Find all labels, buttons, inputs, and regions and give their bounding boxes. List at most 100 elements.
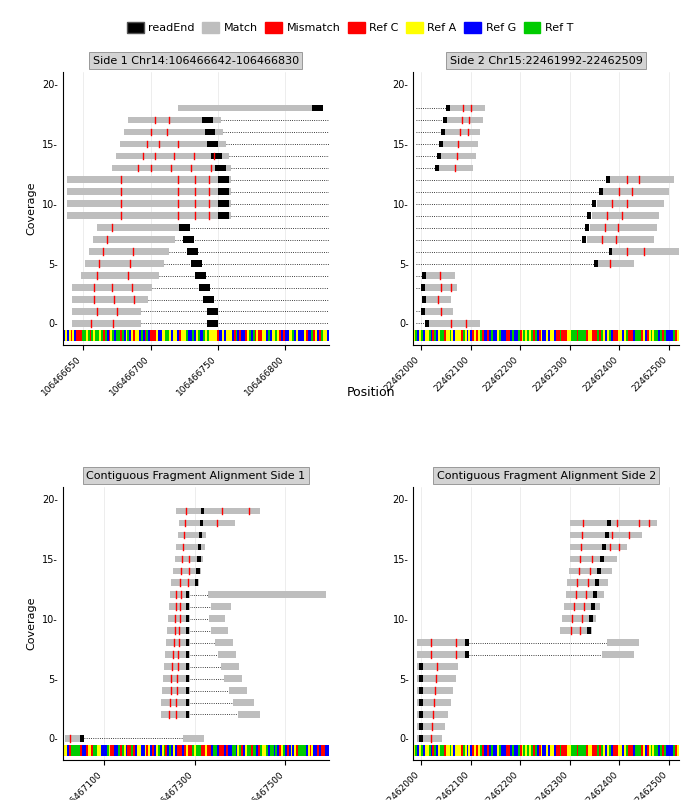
Bar: [602, 651, 634, 658]
Bar: [442, 745, 444, 756]
Bar: [238, 711, 260, 718]
Bar: [211, 627, 228, 634]
Bar: [499, 330, 500, 341]
Bar: [160, 711, 190, 718]
Bar: [203, 745, 205, 756]
Bar: [260, 745, 262, 756]
Bar: [74, 330, 76, 341]
Bar: [493, 330, 495, 341]
Bar: [656, 330, 658, 341]
Bar: [554, 745, 556, 756]
Bar: [309, 745, 312, 756]
Bar: [72, 296, 148, 303]
Bar: [588, 745, 590, 756]
Bar: [293, 330, 295, 341]
Bar: [601, 330, 603, 341]
Bar: [268, 330, 270, 341]
Bar: [597, 567, 601, 574]
Bar: [605, 330, 607, 341]
Bar: [241, 745, 243, 756]
Bar: [266, 745, 268, 756]
Bar: [76, 330, 78, 341]
Bar: [666, 330, 668, 341]
Bar: [436, 745, 438, 756]
Bar: [186, 603, 189, 610]
Bar: [618, 330, 620, 341]
Bar: [132, 330, 133, 341]
Bar: [145, 745, 146, 756]
Bar: [447, 330, 449, 341]
Bar: [124, 745, 125, 756]
Bar: [673, 330, 676, 341]
Bar: [152, 745, 154, 756]
Bar: [442, 141, 478, 147]
Bar: [505, 330, 506, 341]
Bar: [668, 745, 669, 756]
Bar: [197, 330, 199, 341]
Bar: [457, 745, 459, 756]
Bar: [69, 330, 71, 341]
Bar: [177, 745, 178, 756]
Bar: [158, 745, 160, 756]
Bar: [135, 745, 137, 756]
Bar: [438, 330, 440, 341]
Bar: [90, 745, 92, 756]
Bar: [80, 745, 82, 756]
Bar: [262, 330, 264, 341]
Bar: [676, 330, 677, 341]
Bar: [677, 330, 679, 341]
Bar: [215, 639, 232, 646]
Bar: [552, 330, 554, 341]
Bar: [160, 330, 162, 341]
Bar: [592, 212, 659, 219]
Bar: [239, 330, 241, 341]
Bar: [202, 745, 203, 756]
Bar: [186, 711, 189, 718]
Bar: [312, 330, 314, 341]
Bar: [639, 330, 641, 341]
Bar: [620, 330, 622, 341]
Bar: [643, 330, 645, 341]
Bar: [67, 189, 232, 195]
Bar: [229, 687, 247, 694]
Bar: [435, 165, 440, 171]
Bar: [63, 330, 65, 341]
Bar: [486, 745, 487, 756]
Bar: [425, 320, 429, 326]
Bar: [112, 745, 114, 756]
Bar: [650, 330, 652, 341]
Bar: [592, 745, 594, 756]
Bar: [478, 330, 480, 341]
Bar: [218, 189, 229, 195]
Bar: [570, 520, 657, 526]
Bar: [220, 330, 223, 341]
Bar: [527, 745, 529, 756]
Bar: [600, 555, 603, 562]
Bar: [669, 330, 671, 341]
Bar: [317, 330, 319, 341]
Bar: [164, 663, 190, 670]
Bar: [205, 745, 207, 756]
Bar: [176, 508, 260, 514]
Bar: [537, 330, 539, 341]
Bar: [186, 330, 188, 341]
Bar: [275, 745, 277, 756]
Bar: [178, 520, 235, 526]
Bar: [573, 330, 575, 341]
Bar: [243, 330, 245, 341]
Bar: [86, 330, 88, 341]
Bar: [487, 745, 489, 756]
Bar: [143, 330, 145, 341]
Bar: [419, 745, 421, 756]
Bar: [162, 699, 190, 706]
Bar: [590, 330, 592, 341]
Bar: [592, 201, 596, 207]
Bar: [112, 330, 114, 341]
Bar: [414, 745, 415, 756]
Bar: [97, 745, 99, 756]
Bar: [205, 330, 207, 341]
Bar: [241, 330, 243, 341]
Title: Contiguous Fragment Alignment Side 2: Contiguous Fragment Alignment Side 2: [437, 470, 656, 481]
Bar: [95, 745, 97, 756]
Bar: [132, 745, 133, 756]
